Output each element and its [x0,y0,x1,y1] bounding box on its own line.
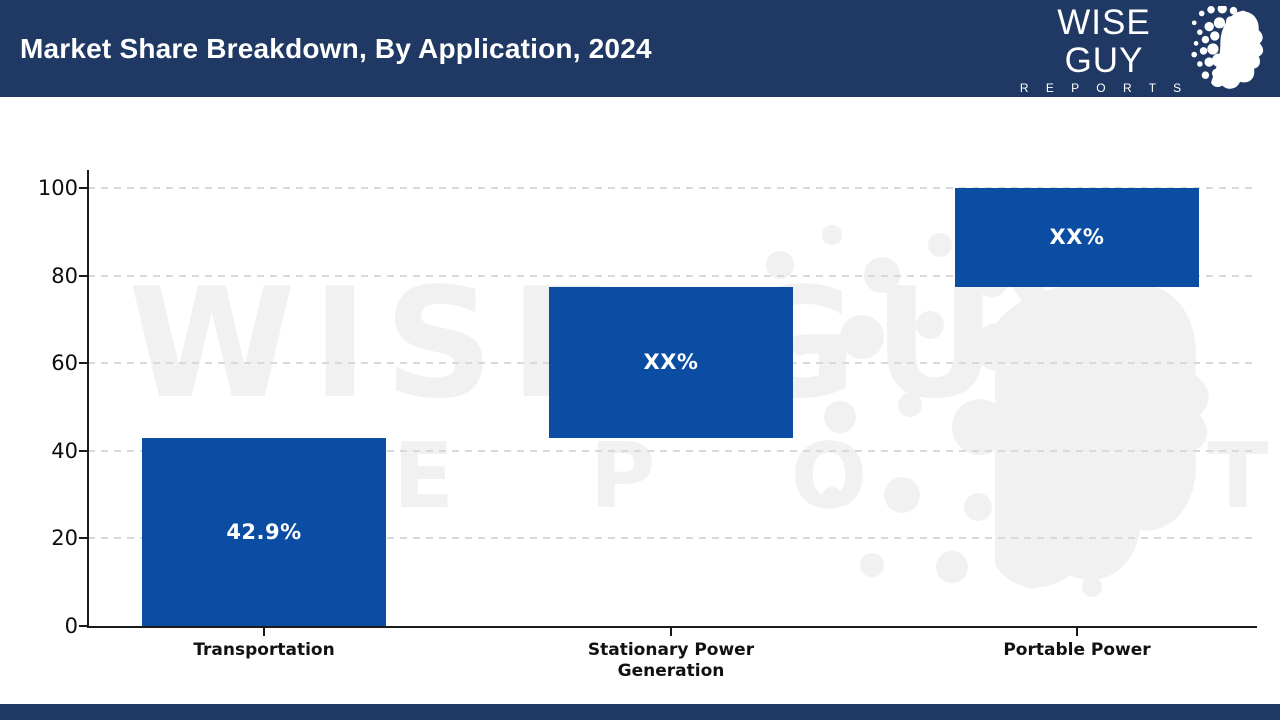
dotted-face-logo-icon [1191,6,1264,89]
header-bar: Market Share Breakdown, By Application, … [0,0,1280,97]
footer-bar [0,704,1280,720]
y-tick-label: 20 [51,526,78,551]
gridline-100 [88,187,1255,189]
y-tick-mark [79,274,88,277]
y-tick-mark [79,449,88,452]
x-category-label-stationary-power-generation: Stationary Power Generation [587,640,755,681]
bar-portable-power: XX% [955,188,1199,287]
y-tick-mark [79,362,88,365]
x-category-label-portable-power: Portable Power [1003,640,1151,660]
chart-title: Market Share Breakdown, By Application, … [20,32,652,64]
bar-stationary-power-generation: XX% [549,286,793,439]
x-tick-mark [263,628,265,636]
x-tick-mark [1076,628,1078,636]
y-tick-label: 0 [64,614,78,638]
y-tick-mark [79,187,88,189]
bar-value-label-portable-power: XX% [1049,225,1105,250]
x-axis-line [87,626,1257,628]
bar-value-label-transportation: 42.9% [226,520,302,545]
y-tick-label: 60 [51,351,78,376]
gridline-40 [88,449,1255,452]
y-tick-mark [79,625,88,627]
y-tick-label: 80 [51,263,78,288]
bar-transportation: 42.9% [142,438,386,626]
y-axis-line [87,170,89,628]
y-tick-mark [79,537,88,540]
logo-subtext: R E P O R T S [1019,80,1189,95]
logo-wordmark: WISE GUY [1057,2,1151,80]
x-tick-mark [670,628,672,636]
gridline-20 [88,537,1255,540]
y-tick-label: 100 [37,176,78,200]
gridline-80 [88,274,1255,277]
x-category-label-transportation: Transportation [193,640,335,660]
bar-value-label-stationary-power-generation: XX% [643,350,699,375]
y-tick-label: 40 [51,438,78,463]
brand-logo-text: WISE GUY R E P O R T S [1016,2,1192,95]
brand-logo: WISE GUY R E P O R T S [1016,2,1266,95]
